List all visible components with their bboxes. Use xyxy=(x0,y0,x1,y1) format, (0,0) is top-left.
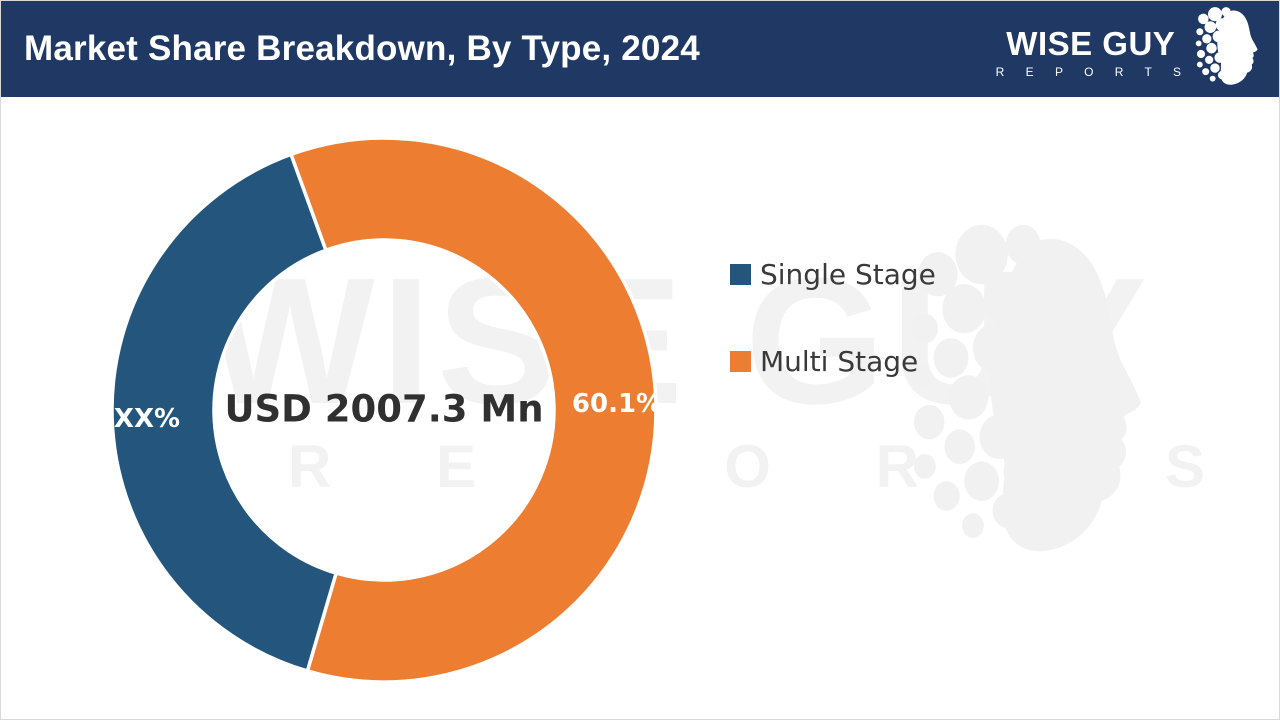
legend-label-multi-stage: Multi Stage xyxy=(760,345,919,378)
logo-head-icon xyxy=(1195,7,1258,85)
legend-item-single-stage: Single Stage xyxy=(730,258,936,291)
logo-reports-text: R E P O R T S xyxy=(995,65,1190,79)
legend-swatch-multi-stage xyxy=(730,351,751,372)
legend-label-single-stage: Single Stage xyxy=(760,258,936,291)
page-title: Market Share Breakdown, By Type, 2024 xyxy=(24,28,700,68)
legend-swatch-single-stage xyxy=(730,264,751,285)
logo-wiseguy-text: WISE GUY xyxy=(1006,25,1176,62)
slice-label-multi-stage: 60.1% xyxy=(571,389,663,419)
slice-label-single-stage: XX% xyxy=(113,404,181,434)
donut-slice-single-stage xyxy=(110,152,338,673)
donut-slice-multi-stage xyxy=(289,136,658,684)
logo-text: WISE GUY R E P O R T S xyxy=(992,25,1190,79)
wise-guy-reports-logo: WISE GUY R E P O R T S xyxy=(992,6,1264,88)
legend-item-multi-stage: Multi Stage xyxy=(730,345,918,378)
header-bar: Market Share Breakdown, By Type, 2024 WI… xyxy=(0,0,1280,97)
donut-center-value: USD 2007.3 Mn xyxy=(224,387,544,431)
